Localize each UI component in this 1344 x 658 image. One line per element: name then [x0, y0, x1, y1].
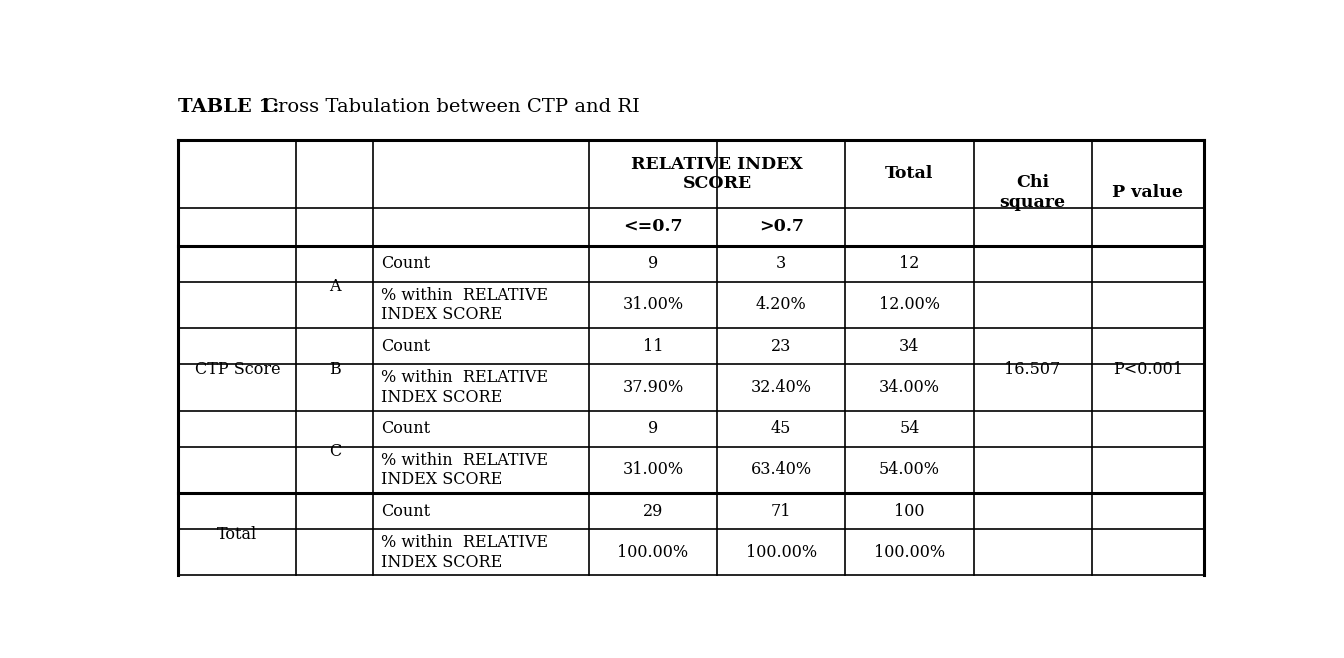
- Text: Count: Count: [380, 338, 430, 355]
- Text: 45: 45: [771, 420, 792, 437]
- Text: 32.40%: 32.40%: [751, 379, 812, 396]
- Text: 29: 29: [642, 503, 663, 520]
- Text: % within  RELATIVE
INDEX SCORE: % within RELATIVE INDEX SCORE: [380, 534, 547, 570]
- Text: 71: 71: [771, 503, 792, 520]
- Text: TABLE 1:: TABLE 1:: [179, 98, 280, 116]
- Text: 31.00%: 31.00%: [622, 461, 684, 478]
- Text: 12.00%: 12.00%: [879, 296, 939, 313]
- Text: Cross Tabulation between CTP and RI: Cross Tabulation between CTP and RI: [257, 98, 640, 116]
- Text: 54.00%: 54.00%: [879, 461, 939, 478]
- Text: C: C: [329, 443, 341, 461]
- Text: Count: Count: [380, 420, 430, 437]
- Text: 63.40%: 63.40%: [750, 461, 812, 478]
- Text: A: A: [329, 278, 340, 295]
- Text: P value: P value: [1113, 184, 1184, 201]
- Text: 37.90%: 37.90%: [622, 379, 684, 396]
- Text: Total: Total: [218, 526, 258, 543]
- Text: Count: Count: [380, 503, 430, 520]
- Text: 9: 9: [648, 420, 659, 437]
- Text: 100.00%: 100.00%: [746, 544, 817, 561]
- Text: RELATIVE INDEX
SCORE: RELATIVE INDEX SCORE: [632, 156, 802, 192]
- Text: 4.20%: 4.20%: [755, 296, 806, 313]
- Text: 100.00%: 100.00%: [874, 544, 945, 561]
- Text: P<0.001: P<0.001: [1113, 361, 1183, 378]
- Text: <=0.7: <=0.7: [624, 218, 683, 236]
- Text: 34.00%: 34.00%: [879, 379, 939, 396]
- Text: 11: 11: [642, 338, 663, 355]
- Text: % within  RELATIVE
INDEX SCORE: % within RELATIVE INDEX SCORE: [380, 369, 547, 406]
- Text: Count: Count: [380, 255, 430, 272]
- Text: % within  RELATIVE
INDEX SCORE: % within RELATIVE INDEX SCORE: [380, 451, 547, 488]
- Text: 12: 12: [899, 255, 919, 272]
- Text: Total: Total: [886, 165, 934, 182]
- Text: 34: 34: [899, 338, 919, 355]
- Text: 31.00%: 31.00%: [622, 296, 684, 313]
- Text: 23: 23: [771, 338, 792, 355]
- Text: Chi
square: Chi square: [1000, 174, 1066, 211]
- Text: 9: 9: [648, 255, 659, 272]
- Text: >0.7: >0.7: [758, 218, 804, 236]
- Text: 100: 100: [894, 503, 925, 520]
- Text: 54: 54: [899, 420, 919, 437]
- Text: 100.00%: 100.00%: [617, 544, 688, 561]
- Text: 16.507: 16.507: [1004, 361, 1060, 378]
- Text: % within  RELATIVE
INDEX SCORE: % within RELATIVE INDEX SCORE: [380, 287, 547, 323]
- Text: B: B: [329, 361, 341, 378]
- Text: CTP Score: CTP Score: [195, 361, 280, 378]
- Text: 3: 3: [775, 255, 786, 272]
